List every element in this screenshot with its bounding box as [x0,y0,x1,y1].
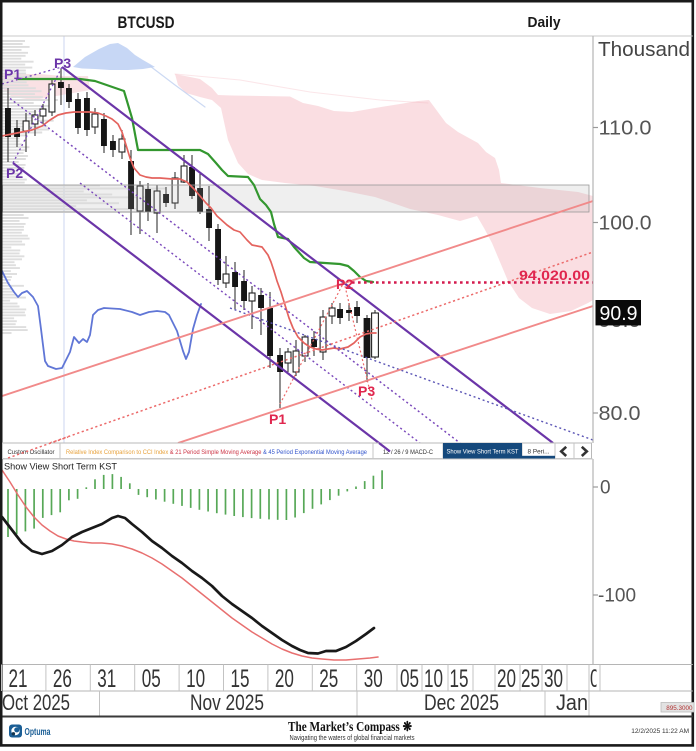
svg-text:15: 15 [231,665,250,693]
svg-text:Nov 2025: Nov 2025 [190,690,264,715]
svg-text:05: 05 [400,665,419,693]
svg-text:25: 25 [319,665,338,693]
svg-text:Navigating the waters of globa: Navigating the waters of global financia… [290,735,415,742]
svg-text:8 Peri...: 8 Peri... [528,449,550,456]
svg-text:0: 0 [600,478,611,499]
svg-text:94,020.00: 94,020.00 [519,268,590,283]
svg-text:P3: P3 [54,55,71,71]
svg-text:P2: P2 [336,276,353,292]
svg-text:26: 26 [53,665,72,693]
svg-text:Show View Short Term KST: Show View Short Term KST [4,462,117,472]
svg-text:25: 25 [521,665,540,693]
svg-text:Relative Index Comparison to C: Relative Index Comparison to CCI Index &… [66,449,367,456]
svg-text:20: 20 [497,665,516,693]
svg-text:21: 21 [9,665,28,693]
svg-text:P1: P1 [269,411,286,427]
svg-text:Custom Oscillator: Custom Oscillator [8,449,56,456]
svg-text:12 / 26 / 9 MACD-C: 12 / 26 / 9 MACD-C [383,449,433,456]
svg-text:15: 15 [450,665,469,693]
svg-text:20: 20 [275,665,294,693]
svg-text:80.0: 80.0 [599,403,641,425]
svg-text:Daily: Daily [528,14,562,31]
svg-text:30: 30 [544,665,563,693]
svg-text:31: 31 [97,665,116,693]
svg-text:100.0: 100.0 [599,212,652,234]
svg-text:10: 10 [424,665,443,693]
svg-text:895.3000: 895.3000 [666,705,693,712]
svg-text:05: 05 [142,665,161,693]
svg-text:Thousand: Thousand [598,39,690,61]
svg-text:30: 30 [364,665,383,693]
svg-text:110.0: 110.0 [599,117,652,139]
svg-text:P1: P1 [4,66,21,82]
svg-text:P3: P3 [358,383,375,399]
svg-text:The Market’s Compass ❋: The Market’s Compass ❋ [288,719,413,734]
svg-text:10: 10 [186,665,205,693]
svg-text:05: 05 [590,665,609,693]
svg-text:P2: P2 [6,165,23,181]
svg-text:Optuma: Optuma [25,727,51,738]
svg-text:Dec 2025: Dec 2025 [424,690,499,715]
svg-text:Show View Short Term KST: Show View Short Term KST [447,449,519,456]
svg-text:90.9: 90.9 [600,303,638,325]
svg-text:BTCUSD: BTCUSD [118,13,175,32]
svg-text:-100: -100 [598,586,636,607]
svg-text:Oct 2025: Oct 2025 [2,690,70,715]
svg-text:12/2/2025 11:22 AM: 12/2/2025 11:22 AM [631,728,689,735]
svg-text:Jan: Jan [556,690,588,715]
